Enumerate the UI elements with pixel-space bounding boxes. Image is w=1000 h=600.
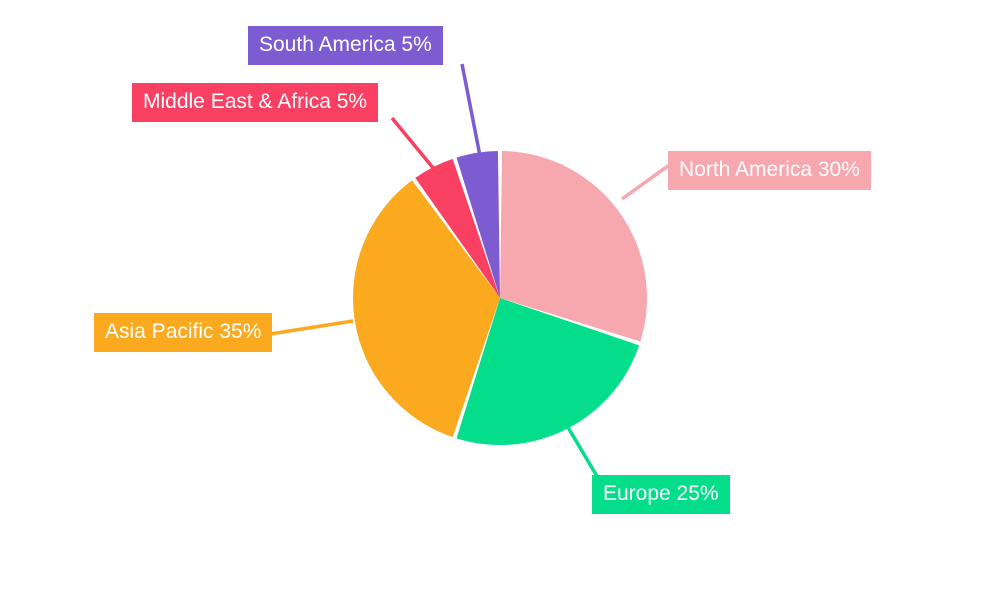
leader-line: [620, 161, 674, 201]
leader-line: [269, 319, 354, 336]
leader-line: [564, 423, 603, 484]
pie-label-middle-east-africa[interactable]: Middle East & Africa 5%: [132, 83, 379, 122]
pie-slices-group: [353, 151, 647, 446]
pie-label-asia-pacific[interactable]: Asia Pacific 35%: [94, 313, 273, 352]
pie-slice[interactable]: [456, 298, 640, 446]
leader-line: [460, 63, 483, 162]
pie-label-north-america[interactable]: North America 30%: [668, 151, 871, 190]
pie-slice[interactable]: [456, 151, 500, 298]
pie-slice[interactable]: [415, 158, 500, 298]
pie-slice[interactable]: [500, 151, 647, 342]
pie-label-south-america[interactable]: South America 5%: [248, 26, 443, 65]
pie-slice[interactable]: [353, 180, 500, 438]
pie-label-europe[interactable]: Europe 25%: [592, 475, 730, 514]
